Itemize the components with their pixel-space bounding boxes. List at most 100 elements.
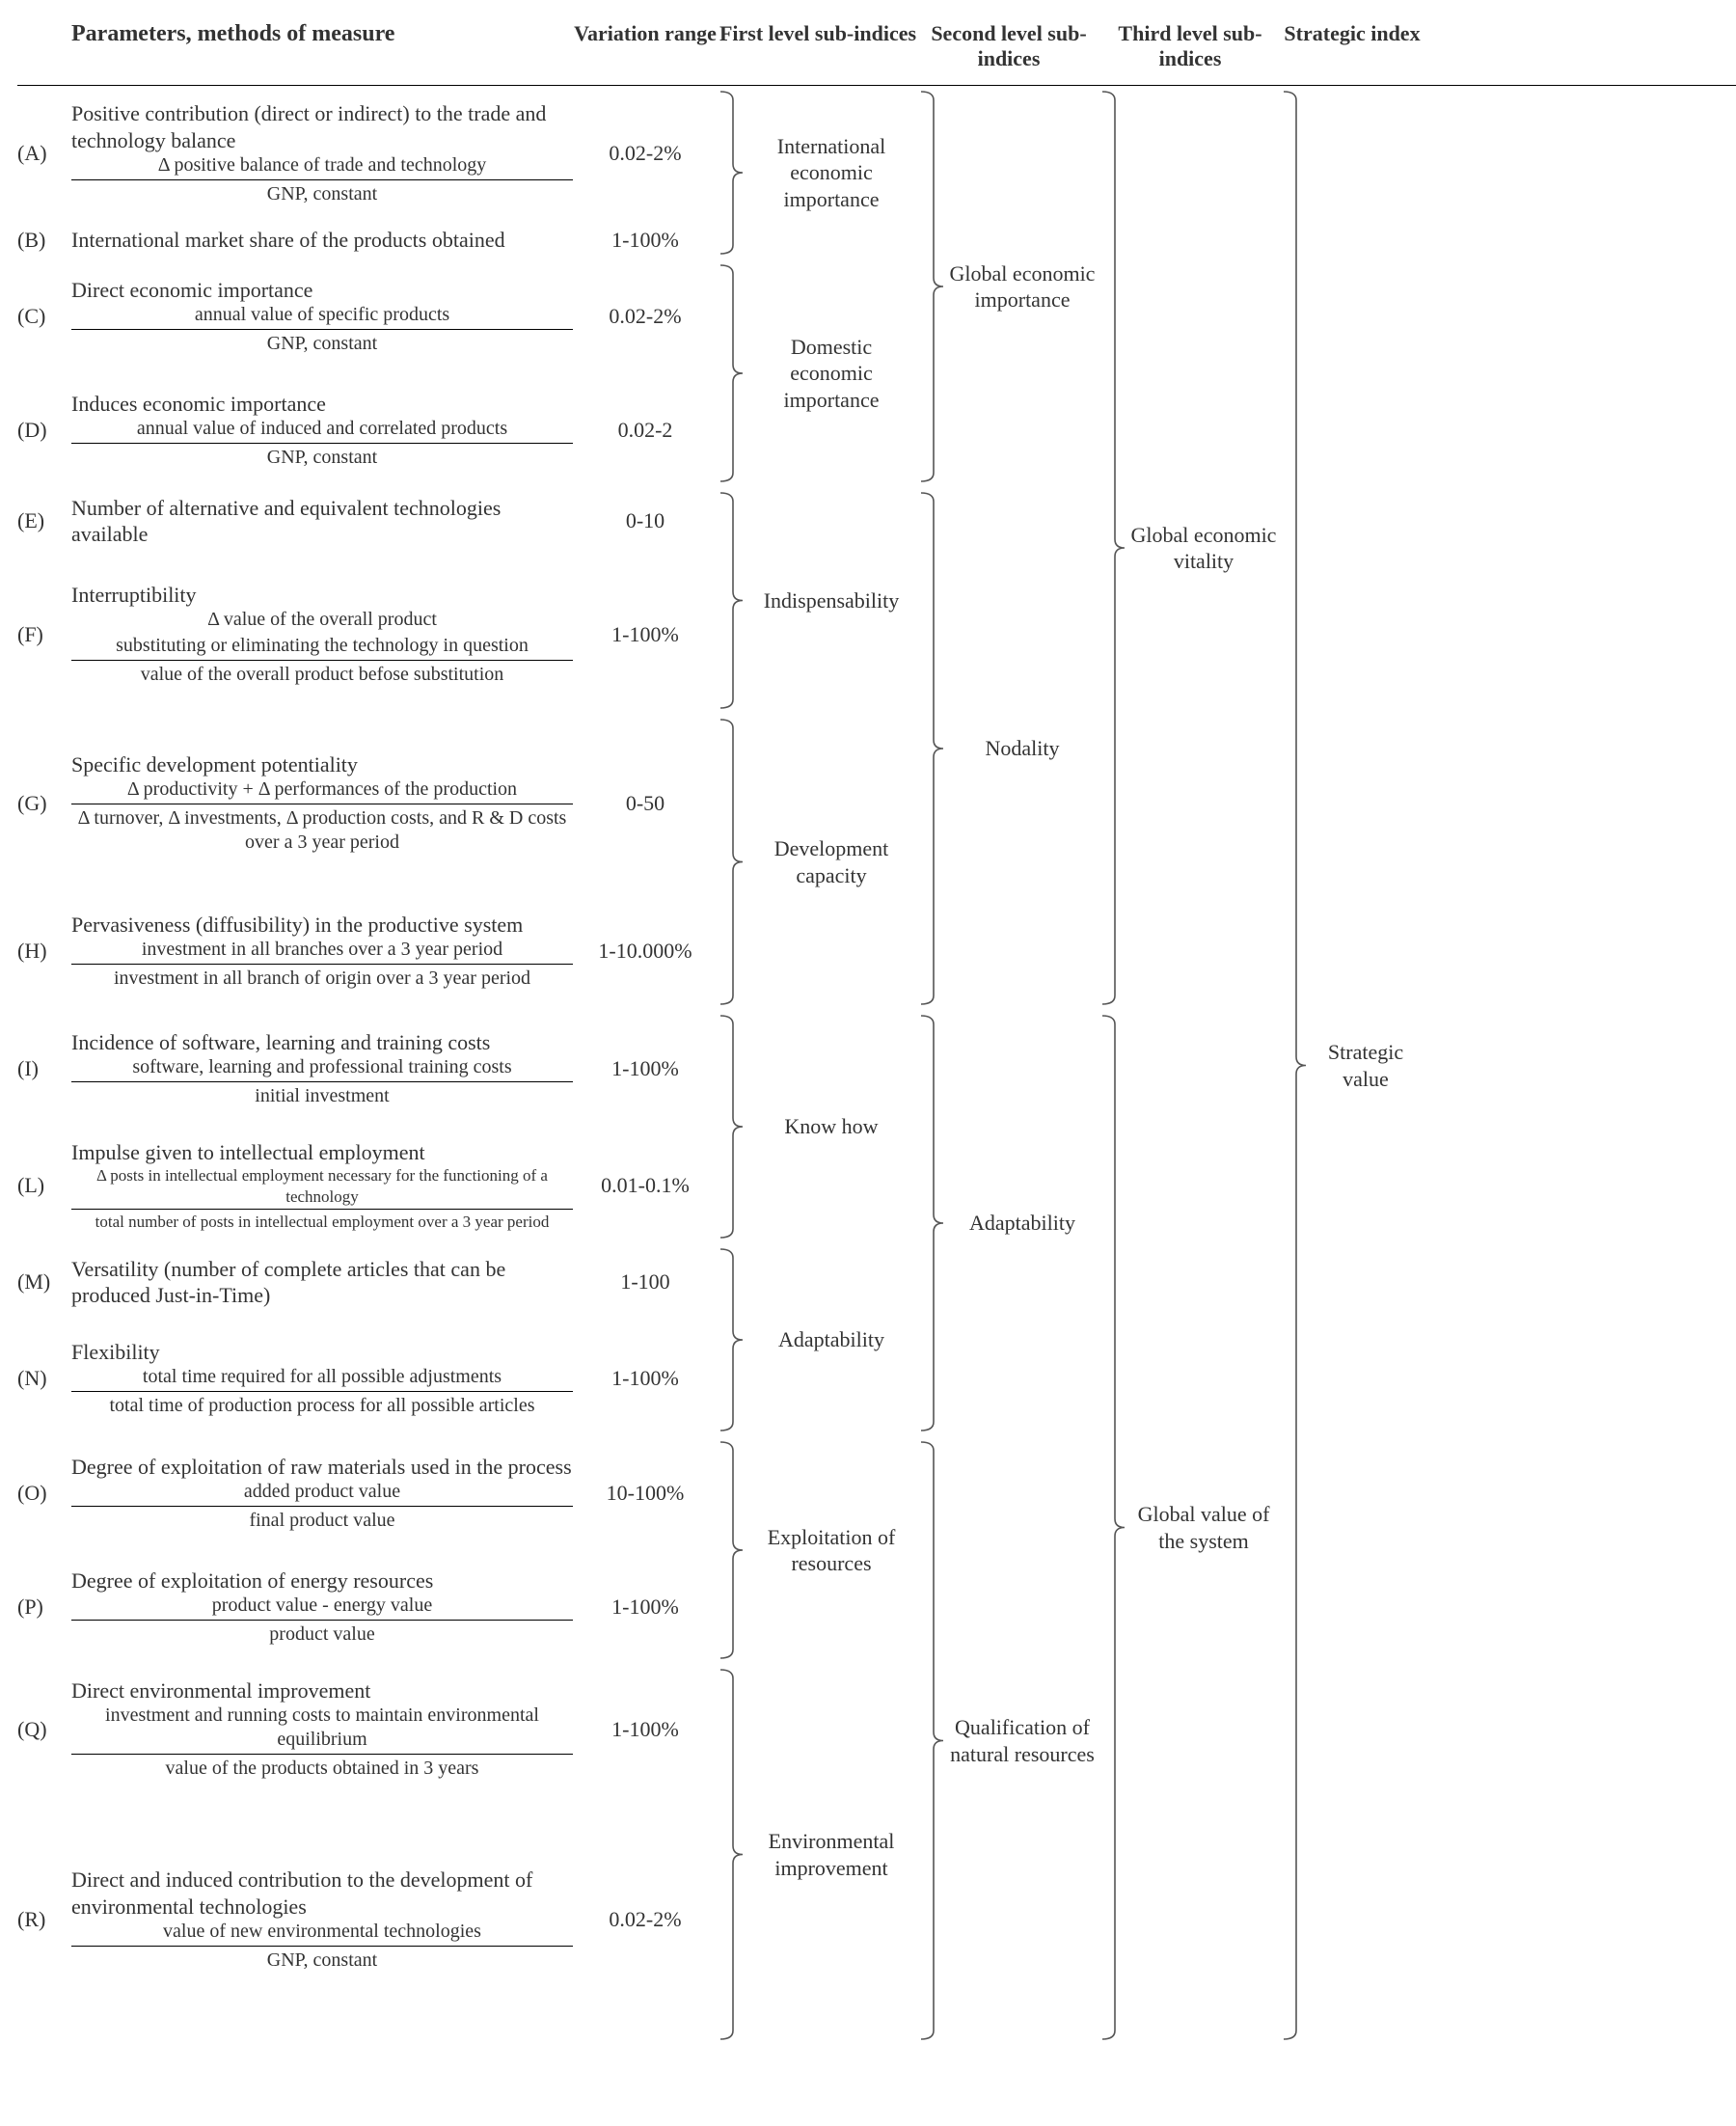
brace-col-level1 bbox=[718, 86, 745, 2045]
group-label-adapt: Adaptability bbox=[745, 1243, 918, 1436]
row-id: (F) bbox=[17, 622, 71, 647]
group-label-vitality: Global economic vitality bbox=[1126, 86, 1281, 1010]
row-id: (L) bbox=[17, 1173, 71, 1198]
row-id: (A) bbox=[17, 141, 71, 166]
row-F: (F)InterruptibilityΔ value of the overal… bbox=[17, 555, 718, 714]
th-parameters: Parameters, methods of measure bbox=[71, 21, 573, 71]
group-label-gvalue: Global value of the system bbox=[1126, 1010, 1281, 2045]
row-G: (G)Specific development potentialityΔ pr… bbox=[17, 714, 718, 892]
brace-col-level3 bbox=[1099, 86, 1126, 2045]
row-parameter: Incidence of software, learning and trai… bbox=[71, 1029, 573, 1109]
row-variation: 1-10.000% bbox=[573, 939, 718, 964]
row-Q: (Q)Direct environmental improvementinves… bbox=[17, 1664, 718, 1794]
row-parameter: Degree of exploitation of energy resourc… bbox=[71, 1567, 573, 1648]
group-label-knowhow: Know how bbox=[745, 1010, 918, 1243]
row-id: (P) bbox=[17, 1594, 71, 1620]
group-label-glob_econ: Global economic importance bbox=[945, 86, 1099, 487]
brace bbox=[918, 487, 945, 1010]
row-variation: 0-10 bbox=[573, 508, 718, 533]
row-variation: 0.01-0.1% bbox=[573, 1173, 718, 1198]
row-B: (B)International market share of the pro… bbox=[17, 221, 718, 259]
group-label-env_imp: Environmental improvement bbox=[745, 1664, 918, 2045]
group-label-intl_econ: International economic importance bbox=[745, 86, 918, 259]
brace bbox=[718, 1664, 745, 2045]
row-parameter: International market share of the produc… bbox=[71, 227, 573, 254]
row-id: (C) bbox=[17, 304, 71, 329]
row-A: (A)Positive contribution (direct or indi… bbox=[17, 86, 718, 221]
row-parameter: Direct environmental improvementinvestme… bbox=[71, 1677, 573, 1782]
th-strategic: Strategic index bbox=[1281, 21, 1424, 71]
row-variation: 1-100% bbox=[573, 622, 718, 647]
row-id: (I) bbox=[17, 1056, 71, 1081]
group-label-indisp: Indispensability bbox=[745, 487, 918, 714]
brace bbox=[718, 259, 745, 487]
th-level3: Third level sub-indices bbox=[1099, 21, 1281, 71]
row-D: (D)Induces economic importanceannual val… bbox=[17, 373, 718, 487]
group-label-nodality: Nodality bbox=[945, 487, 1099, 1010]
brace bbox=[918, 1010, 945, 1436]
row-H: (H)Pervasiveness (diffusibility) in the … bbox=[17, 892, 718, 1010]
row-id: (N) bbox=[17, 1366, 71, 1391]
row-N: (N)Flexibilitytotal time required for al… bbox=[17, 1321, 718, 1436]
th-level2: Second level sub-indices bbox=[918, 21, 1099, 71]
row-variation: 0.02-2 bbox=[573, 418, 718, 443]
row-parameter: Induces economic importanceannual value … bbox=[71, 391, 573, 471]
brace bbox=[718, 1436, 745, 1664]
brace bbox=[718, 86, 745, 259]
row-variation: 0.02-2% bbox=[573, 141, 718, 166]
row-M: (M)Versatility (number of complete artic… bbox=[17, 1243, 718, 1321]
row-parameter: Impulse given to intellectual employment… bbox=[71, 1139, 573, 1232]
group-label-value: Strategic value bbox=[1308, 86, 1424, 2045]
row-L: (L)Impulse given to intellectual employm… bbox=[17, 1128, 718, 1243]
row-parameter: Degree of exploitation of raw materials … bbox=[71, 1454, 573, 1534]
brace bbox=[1281, 86, 1308, 2045]
row-parameter: Positive contribution (direct or indirec… bbox=[71, 100, 573, 206]
row-parameter: Direct economic importanceannual value o… bbox=[71, 277, 573, 357]
brace bbox=[718, 1243, 745, 1436]
th-level1: First level sub-indices bbox=[718, 21, 918, 71]
row-id: (D) bbox=[17, 418, 71, 443]
row-id: (Q) bbox=[17, 1717, 71, 1742]
row-id: (R) bbox=[17, 1907, 71, 1932]
row-C: (C)Direct economic importanceannual valu… bbox=[17, 259, 718, 373]
row-id: (O) bbox=[17, 1481, 71, 1506]
row-variation: 1-100% bbox=[573, 1366, 718, 1391]
row-parameter: Versatility (number of complete articles… bbox=[71, 1256, 573, 1309]
row-variation: 10-100% bbox=[573, 1481, 718, 1506]
brace bbox=[1099, 1010, 1126, 2045]
row-parameter: InterruptibilityΔ value of the overall p… bbox=[71, 582, 573, 688]
brace bbox=[1099, 86, 1126, 1010]
row-O: (O)Degree of exploitation of raw materia… bbox=[17, 1436, 718, 1550]
row-variation: 0-50 bbox=[573, 791, 718, 816]
group-label-dev_cap: Development capacity bbox=[745, 714, 918, 1010]
table-body: (A)Positive contribution (direct or indi… bbox=[17, 86, 1736, 2045]
th-id bbox=[17, 21, 71, 71]
brace-col-level2 bbox=[918, 86, 945, 2045]
row-variation: 1-100% bbox=[573, 1056, 718, 1081]
th-variation: Variation range bbox=[573, 21, 718, 71]
row-R: (R)Direct and induced contribution to th… bbox=[17, 1794, 718, 2045]
row-id: (E) bbox=[17, 508, 71, 533]
row-id: (H) bbox=[17, 939, 71, 964]
row-I: (I)Incidence of software, learning and t… bbox=[17, 1010, 718, 1128]
brace bbox=[718, 487, 745, 714]
row-variation: 1-100% bbox=[573, 228, 718, 253]
row-parameter: Specific development potentialityΔ produ… bbox=[71, 751, 573, 856]
row-parameter: Pervasiveness (diffusibility) in the pro… bbox=[71, 912, 573, 992]
row-id: (M) bbox=[17, 1269, 71, 1295]
row-id: (B) bbox=[17, 228, 71, 253]
row-id: (G) bbox=[17, 791, 71, 816]
row-variation: 1-100% bbox=[573, 1594, 718, 1620]
row-parameter: Direct and induced contribution to the d… bbox=[71, 1867, 573, 1973]
group-label-qual_nat: Qualification of natural resources bbox=[945, 1436, 1099, 2045]
col-level1: International economic importanceDomesti… bbox=[745, 86, 918, 2045]
col-parameters: (A)Positive contribution (direct or indi… bbox=[17, 86, 718, 2045]
group-label-exploit: Exploitation of resources bbox=[745, 1436, 918, 1664]
col-strategic: Strategic value bbox=[1308, 86, 1424, 2045]
page: Parameters, methods of measure Variation… bbox=[0, 0, 1736, 2055]
group-label-dom_econ: Domestic economic importance bbox=[745, 259, 918, 487]
col-level3: Global economic vitalityGlobal value of … bbox=[1126, 86, 1281, 2045]
row-variation: 1-100% bbox=[573, 1717, 718, 1742]
brace-col-strategic bbox=[1281, 86, 1308, 2045]
row-variation: 1-100 bbox=[573, 1269, 718, 1295]
